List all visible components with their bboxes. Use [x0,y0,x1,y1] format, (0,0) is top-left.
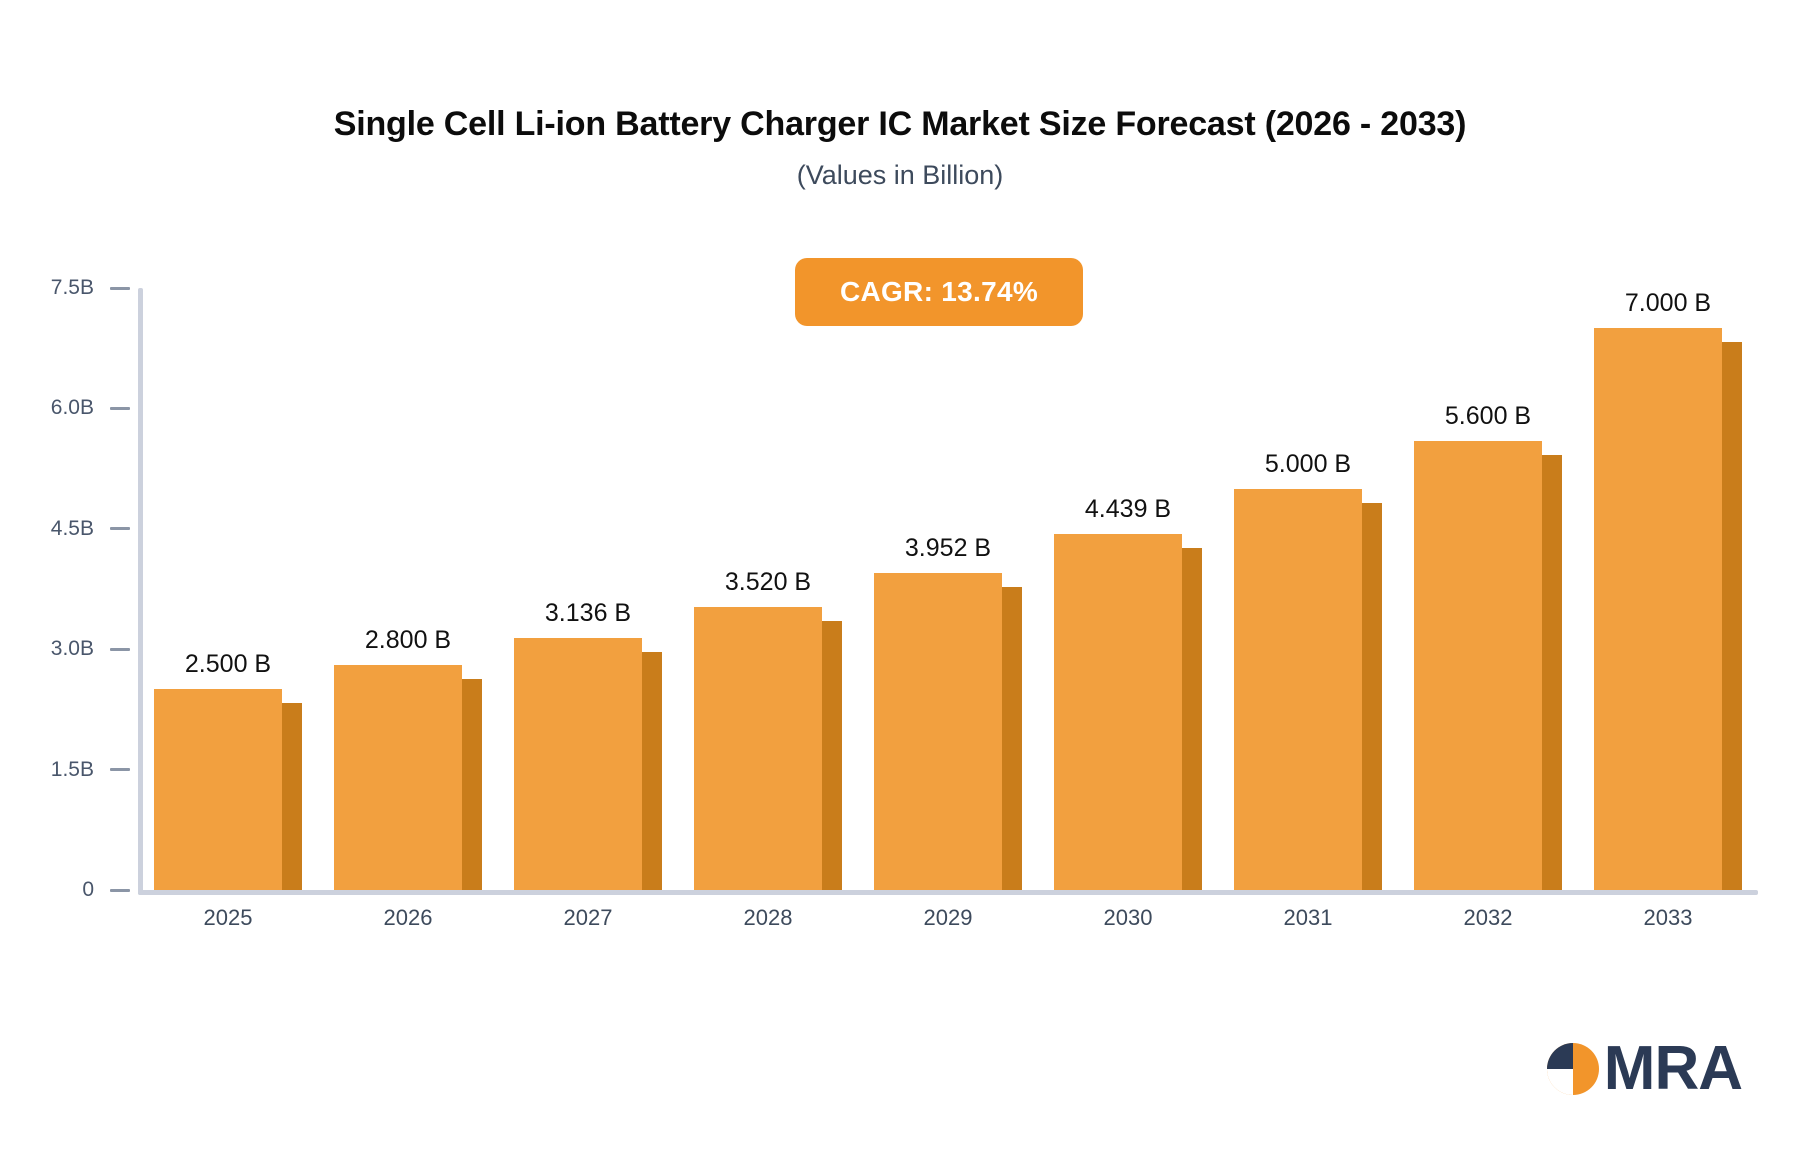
x-axis-line [138,890,1758,895]
bar-side-face [462,679,482,890]
chart-subtitle: (Values in Billion) [796,159,1004,190]
bar[interactable]: 2.500 B [154,650,302,890]
y-axis-tick-dash [110,647,130,651]
y-axis-line [138,288,143,895]
y-axis-tick: 7.5B [0,276,138,300]
bar-front-face [694,607,822,890]
bar-value-label: 3.952 B [904,533,992,562]
bar[interactable]: 3.520 B [694,568,842,890]
bar-slot: 7.000 B [1578,288,1758,890]
y-axis-tick-label: 0 [82,878,94,901]
pie-chart-icon [1546,1042,1600,1096]
y-axis-tick-label: 1.5B [50,757,94,781]
bar-side-face [282,703,302,890]
x-axis-tick-label: 2027 [563,905,613,930]
x-axis-tick-label: 2029 [923,905,973,930]
title-block: Single Cell Li-ion Battery Charger IC Ma… [0,104,1800,191]
x-axis-labels: 2025 2026 2027 2028 2029 2030 2031 2032 2033 [138,905,1758,931]
logo-text: MRA [1603,1034,1743,1103]
bar[interactable]: 5.000 B [1234,450,1382,890]
y-axis-tick: 3.0B [0,637,138,661]
bar-slot: 5.000 B [1218,288,1398,890]
bar[interactable]: 4.439 B [1054,495,1202,890]
y-axis-tick: 1.5B [0,758,138,782]
cagr-badge-label: CAGR: 13.74% [839,276,1039,307]
bar-slot: 3.952 B [858,288,1038,890]
bar-side-face [1002,586,1022,890]
x-axis-tick-label: 2025 [203,905,253,930]
y-axis-tick-label: 6.0B [50,396,94,420]
bar-value-label: 2.800 B [364,626,452,655]
bar-front-face [874,572,1002,890]
bar-series: 2.500 B 2.800 B 3.136 B 3.520 B 3.952 B 4.439… [138,288,1758,890]
bar-front-face [1234,488,1362,890]
bar-value-label: 5.600 B [1444,401,1532,430]
bar-front-face [334,665,462,890]
bar-slot: 3.520 B [678,288,858,890]
bar-value-label: 7.000 B [1624,289,1712,318]
bar-side-face [1362,502,1382,890]
y-axis-tick: 6.0B [0,396,138,420]
y-axis-tick-label: 3.0B [50,637,94,661]
plot-area: 0 1.5B 3.0B 4.5B 6.0B 7.5B 2.500 B 2.800 B 3.13… [51,276,1758,901]
x-axis-tick-label: 2026 [383,905,433,930]
bar-front-face [514,638,642,890]
bar-slot: 5.600 B [1398,288,1578,890]
y-axis-tick-label: 7.5B [50,276,94,299]
bar-slot: 2.500 B [138,288,318,890]
page-title: Single Cell Li-ion Battery Charger IC Ma… [333,105,1467,143]
x-axis-tick-label: 2033 [1643,905,1693,930]
bar[interactable]: 5.600 B [1414,402,1562,890]
bar[interactable]: 7.000 B [1594,289,1742,890]
bar-front-face [1054,533,1182,890]
y-axis-tick: 4.5B [0,517,138,541]
cagr-badge: CAGR: 13.74% [795,258,1083,326]
y-axis-tick-dash [110,406,130,410]
bar-slot: 3.136 B [498,288,678,890]
bar-side-face [642,652,662,890]
y-axis-tick-label: 4.5B [50,516,94,540]
y-axis-tick-dash [110,527,130,531]
y-axis-tick-dash [110,888,130,892]
bar[interactable]: 3.136 B [514,599,662,890]
bar-side-face [1722,342,1742,890]
x-axis-tick-label: 2028 [743,905,793,930]
bar-front-face [1414,440,1542,890]
bar-value-label: 3.136 B [544,599,632,628]
bar-side-face [1542,454,1562,890]
bar-slot: 4.439 B [1038,288,1218,890]
bar-value-label: 2.500 B [184,650,272,679]
bar[interactable]: 2.800 B [334,626,482,890]
y-axis-tick-dash [110,286,130,290]
bar-value-label: 5.000 B [1264,449,1352,478]
x-axis-tick-label: 2030 [1103,905,1153,930]
mra-logo: MRA [1546,1034,1743,1103]
y-axis-tick-dash [110,768,130,772]
x-axis-tick-label: 2031 [1283,905,1333,930]
bar[interactable]: 3.952 B [874,534,1022,890]
bar-value-label: 3.520 B [724,568,812,597]
bar-front-face [154,689,282,890]
bar-value-label: 4.439 B [1084,494,1172,523]
bar-front-face [1594,328,1722,890]
bar-side-face [822,621,842,890]
x-axis-tick-label: 2032 [1463,905,1513,930]
bar-side-face [1182,547,1202,890]
y-axis-tick: 0 [0,878,138,902]
bar-slot: 2.800 B [318,288,498,890]
